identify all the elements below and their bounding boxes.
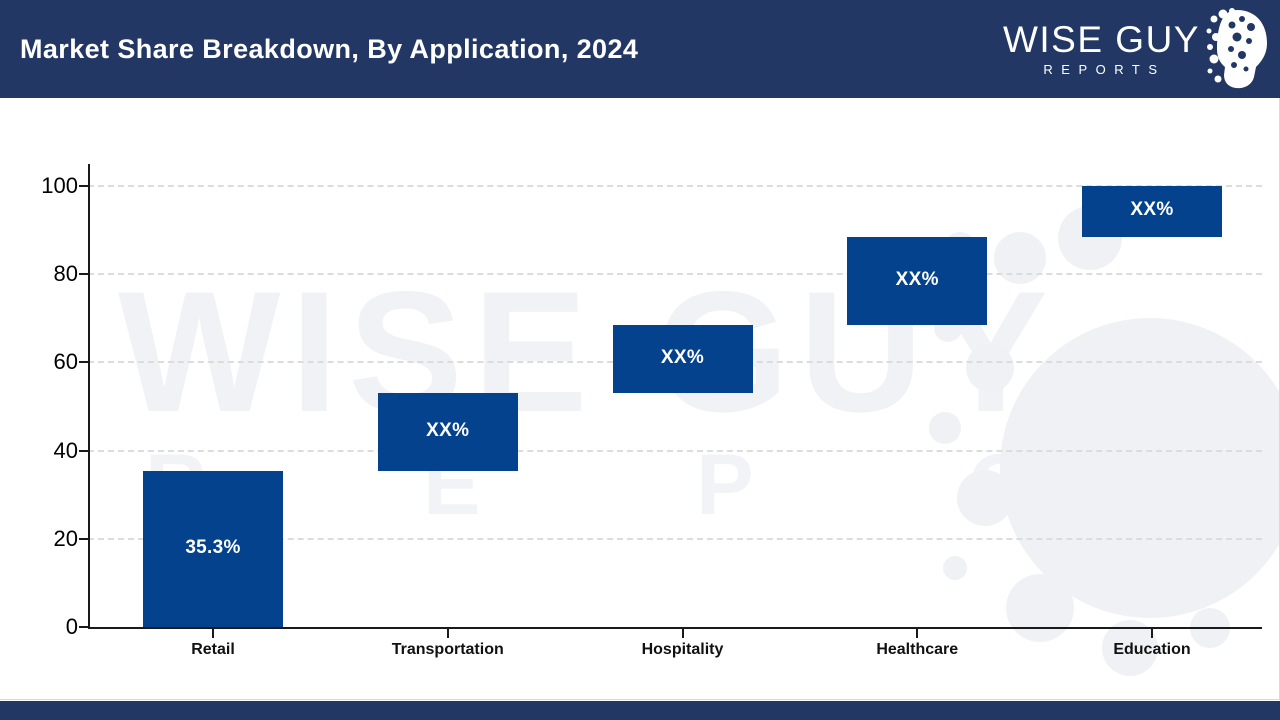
bar-value-label: 35.3% [185, 537, 241, 559]
chart-area: WISE GUY R E P O R T S 02040608010035.3%… [0, 98, 1280, 700]
y-axis-tick-label: 0 [65, 614, 78, 639]
x-axis-category-label: Transportation [391, 641, 504, 658]
x-axis-tick [212, 629, 214, 638]
brand-logo: WISE GUY REPORTS [1003, 6, 1270, 92]
bar-value-label: XX% [426, 420, 470, 442]
bar-value-label: XX% [660, 347, 705, 369]
x-axis-tick [446, 629, 449, 638]
y-axis-tick [79, 273, 88, 276]
gridline [88, 449, 1262, 452]
bar-value-label: XX% [895, 268, 939, 290]
bar-segment [143, 471, 283, 627]
logo-head-icon [1206, 8, 1267, 89]
gridline [88, 185, 1262, 187]
x-axis-tick [916, 629, 919, 638]
x-axis-category-label: Healthcare [876, 641, 959, 658]
x-axis-category-label: Education [1113, 641, 1191, 658]
y-axis-tick [79, 185, 88, 187]
y-axis-line [88, 164, 90, 629]
chart-title: Market Share Breakdown, By Application, … [20, 33, 639, 64]
x-axis-tick [1151, 629, 1153, 638]
plot-area: 0 20 40 60 80 100 35.3% Retail XX% Transportation… [0, 98, 1279, 699]
bar-segment [1082, 186, 1222, 237]
y-axis-tick [79, 626, 88, 628]
y-axis-tick-label: 100 [41, 173, 78, 198]
logo-sub-text: REPORTS [1043, 61, 1166, 77]
bar-segment [847, 236, 988, 325]
bar-segment [377, 393, 518, 472]
logo-name-text: WISE GUY [1002, 19, 1200, 61]
bar-segment [612, 324, 753, 394]
footer-bar [0, 701, 1280, 720]
bar-value-label: XX% [1130, 199, 1174, 221]
gridline [88, 273, 1262, 276]
gridline [88, 537, 1262, 540]
y-axis-tick [79, 449, 88, 452]
y-axis-tick-label: 60 [53, 349, 78, 375]
y-axis-tick-label: 40 [53, 437, 78, 463]
x-axis-category-label: Hospitality [641, 641, 724, 658]
y-axis-tick-label: 80 [53, 261, 78, 287]
header-bar: Market Share Breakdown, By Application, … [0, 0, 1280, 98]
logo-wordmark: WISE GUY REPORTS [1002, 19, 1200, 77]
x-axis-category-label: Retail [191, 641, 235, 658]
x-axis-line [88, 627, 1262, 629]
y-axis-tick-label: 20 [53, 525, 78, 551]
x-axis-tick [681, 629, 684, 638]
y-axis-tick [79, 361, 88, 364]
y-axis-tick [79, 537, 88, 540]
